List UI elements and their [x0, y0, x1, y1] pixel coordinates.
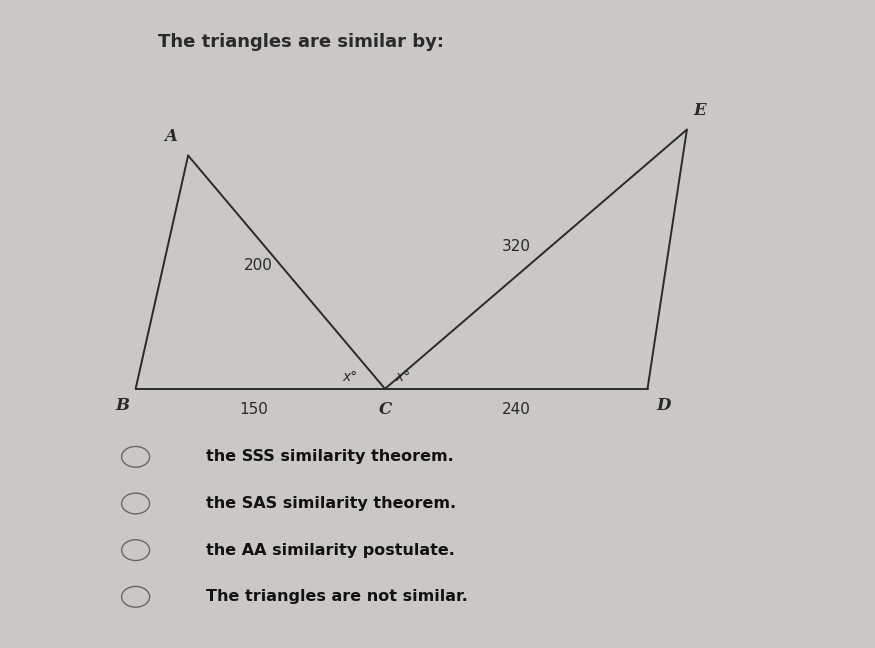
Text: the AA similarity postulate.: the AA similarity postulate.	[206, 542, 454, 558]
Text: x°: x°	[395, 370, 410, 384]
Text: The triangles are similar by:: The triangles are similar by:	[158, 33, 444, 51]
Text: The triangles are not similar.: The triangles are not similar.	[206, 589, 467, 605]
Text: the SAS similarity theorem.: the SAS similarity theorem.	[206, 496, 456, 511]
Text: x°: x°	[342, 370, 358, 384]
Text: D: D	[656, 397, 670, 413]
Text: the SSS similarity theorem.: the SSS similarity theorem.	[206, 449, 453, 465]
Text: B: B	[116, 397, 130, 413]
Text: 150: 150	[239, 402, 269, 417]
Text: E: E	[694, 102, 706, 119]
Text: 320: 320	[501, 238, 531, 254]
Text: 200: 200	[243, 258, 273, 273]
Text: C: C	[378, 401, 392, 418]
Text: A: A	[164, 128, 177, 145]
Text: 240: 240	[502, 402, 530, 417]
